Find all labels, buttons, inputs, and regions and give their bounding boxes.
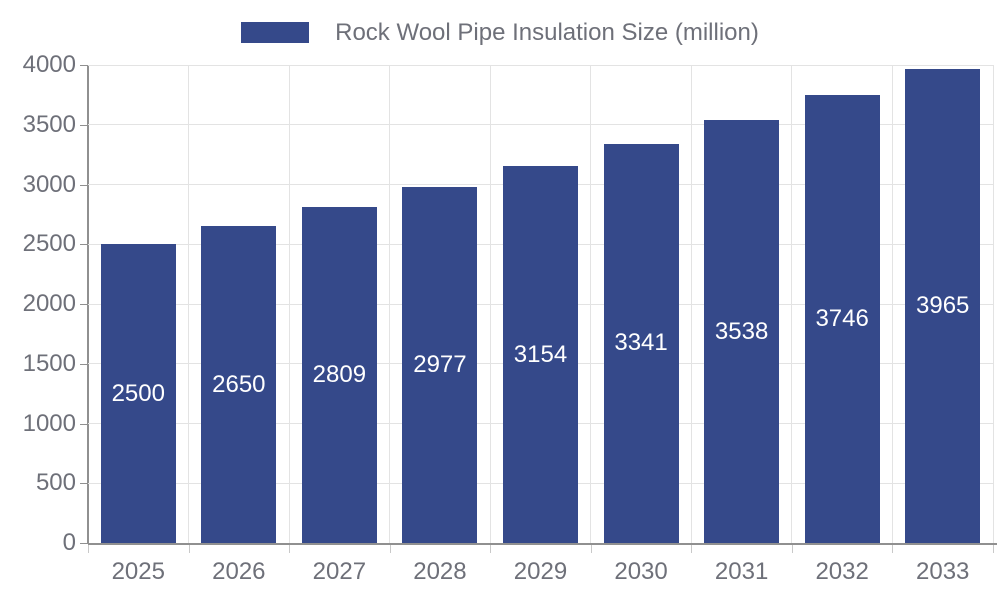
v-gridline [188, 65, 190, 543]
y-axis-tick [80, 124, 88, 126]
y-axis-tick [80, 244, 88, 246]
bar-value-label: 3154 [513, 340, 568, 368]
bar-value-label: 3538 [714, 317, 769, 345]
v-gridline [992, 65, 994, 543]
h-gridline [88, 124, 993, 126]
bar[interactable]: 3965 [905, 69, 981, 543]
y-axis-label: 500 [35, 469, 76, 497]
x-axis-tick [188, 543, 190, 553]
x-axis-tick [490, 543, 492, 553]
v-gridline [489, 65, 491, 543]
bar-value-label: 2650 [212, 370, 266, 398]
x-axis-label: 2027 [312, 558, 367, 585]
bar[interactable]: 2500 [100, 244, 176, 543]
bar[interactable]: 2977 [402, 187, 478, 543]
bar[interactable]: 3154 [503, 166, 578, 543]
bar[interactable]: 3746 [804, 95, 880, 543]
x-axis-label: 2029 [513, 558, 568, 585]
bar-value-label: 2977 [413, 351, 467, 379]
bar[interactable]: 2809 [301, 207, 377, 543]
x-axis-tick [691, 543, 693, 553]
bar-value-label: 2500 [111, 379, 165, 407]
y-axis-label: 4000 [22, 51, 76, 78]
x-axis-label: 2028 [413, 558, 467, 585]
y-axis-label: 1000 [22, 409, 76, 437]
x-axis-tick [791, 543, 793, 553]
y-axis-tick [80, 483, 88, 485]
x-axis-label: 2032 [815, 558, 869, 585]
bar-value-label: 2809 [312, 361, 367, 389]
bar-value-label: 3965 [916, 292, 970, 320]
x-axis-label: 2025 [111, 558, 165, 585]
y-axis-label: 2000 [22, 290, 76, 317]
x-axis-tick [892, 543, 894, 553]
x-axis-label: 2030 [614, 558, 668, 585]
bar-value-label: 3746 [815, 305, 869, 333]
x-axis-tick [289, 543, 291, 553]
legend-label: Rock Wool Pipe Insulation Size (million) [335, 19, 759, 46]
y-axis-tick [80, 363, 88, 365]
x-axis-tick [993, 543, 994, 553]
x-axis-tick [590, 543, 592, 553]
y-axis-tick [80, 65, 88, 66]
y-axis-label: 2500 [22, 230, 76, 258]
y-axis-label: 0 [62, 529, 76, 556]
x-axis-label: 2033 [916, 558, 970, 585]
v-gridline [288, 65, 290, 543]
y-axis-tick [80, 423, 88, 425]
y-axis-label: 3000 [22, 170, 76, 198]
x-axis-line [88, 543, 997, 545]
y-axis-tick [80, 543, 88, 544]
bar[interactable]: 3538 [704, 120, 780, 543]
y-axis-tick [80, 304, 88, 305]
v-gridline [389, 65, 391, 543]
v-gridline [690, 65, 692, 543]
x-axis-label: 2031 [714, 558, 769, 585]
y-axis-label: 3500 [22, 110, 76, 138]
h-gridline [88, 64, 993, 66]
v-gridline [590, 65, 592, 543]
bar[interactable]: 2650 [201, 226, 277, 543]
v-gridline [891, 65, 893, 543]
x-axis-tick [88, 543, 89, 553]
x-axis-tick [389, 543, 391, 553]
x-axis-label: 2026 [212, 558, 266, 585]
legend-swatch [241, 22, 310, 43]
y-axis-tick [80, 184, 88, 186]
plot-area: 2500 2650 2809 2977 3154 3341 3538 3746 3965 [88, 64, 994, 543]
legend-item[interactable]: Rock Wool Pipe Insulation Size (million) [0, 19, 1000, 46]
y-axis-label: 1500 [22, 349, 76, 377]
bar-value-label: 3341 [614, 329, 668, 357]
bar[interactable]: 3341 [603, 143, 679, 543]
v-gridline [791, 65, 793, 543]
